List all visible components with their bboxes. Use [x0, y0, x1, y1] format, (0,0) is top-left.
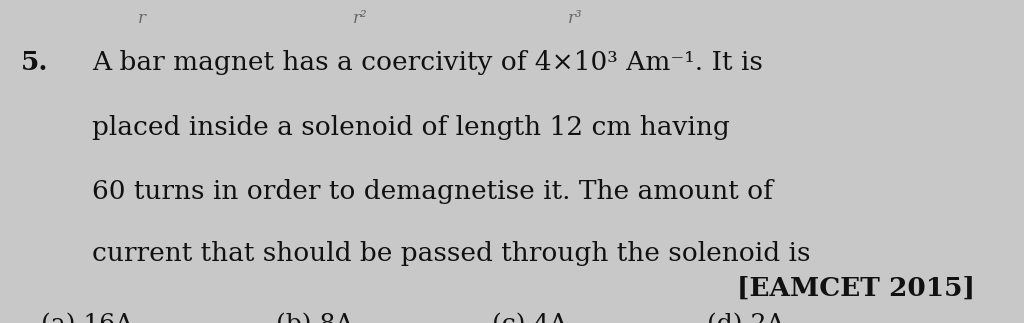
Text: (d) 2A: (d) 2A — [707, 313, 784, 323]
Text: r³: r³ — [568, 10, 583, 27]
Text: (c) 4A: (c) 4A — [492, 313, 567, 323]
Text: A bar magnet has a coercivity of 4×10³ Am⁻¹. It is: A bar magnet has a coercivity of 4×10³ A… — [92, 50, 763, 75]
Text: current that should be passed through the solenoid is: current that should be passed through th… — [92, 241, 811, 266]
Text: 60 turns in order to demagnetise it. The amount of: 60 turns in order to demagnetise it. The… — [92, 179, 773, 204]
Text: r: r — [138, 10, 146, 27]
Text: (a) 16A: (a) 16A — [41, 313, 133, 323]
Text: (b) 8A: (b) 8A — [276, 313, 354, 323]
Text: r²: r² — [353, 10, 368, 27]
Text: 5.: 5. — [20, 50, 48, 75]
Text: [EAMCET 2015]: [EAMCET 2015] — [737, 276, 975, 301]
Text: placed inside a solenoid of length 12 cm having: placed inside a solenoid of length 12 cm… — [92, 115, 730, 140]
